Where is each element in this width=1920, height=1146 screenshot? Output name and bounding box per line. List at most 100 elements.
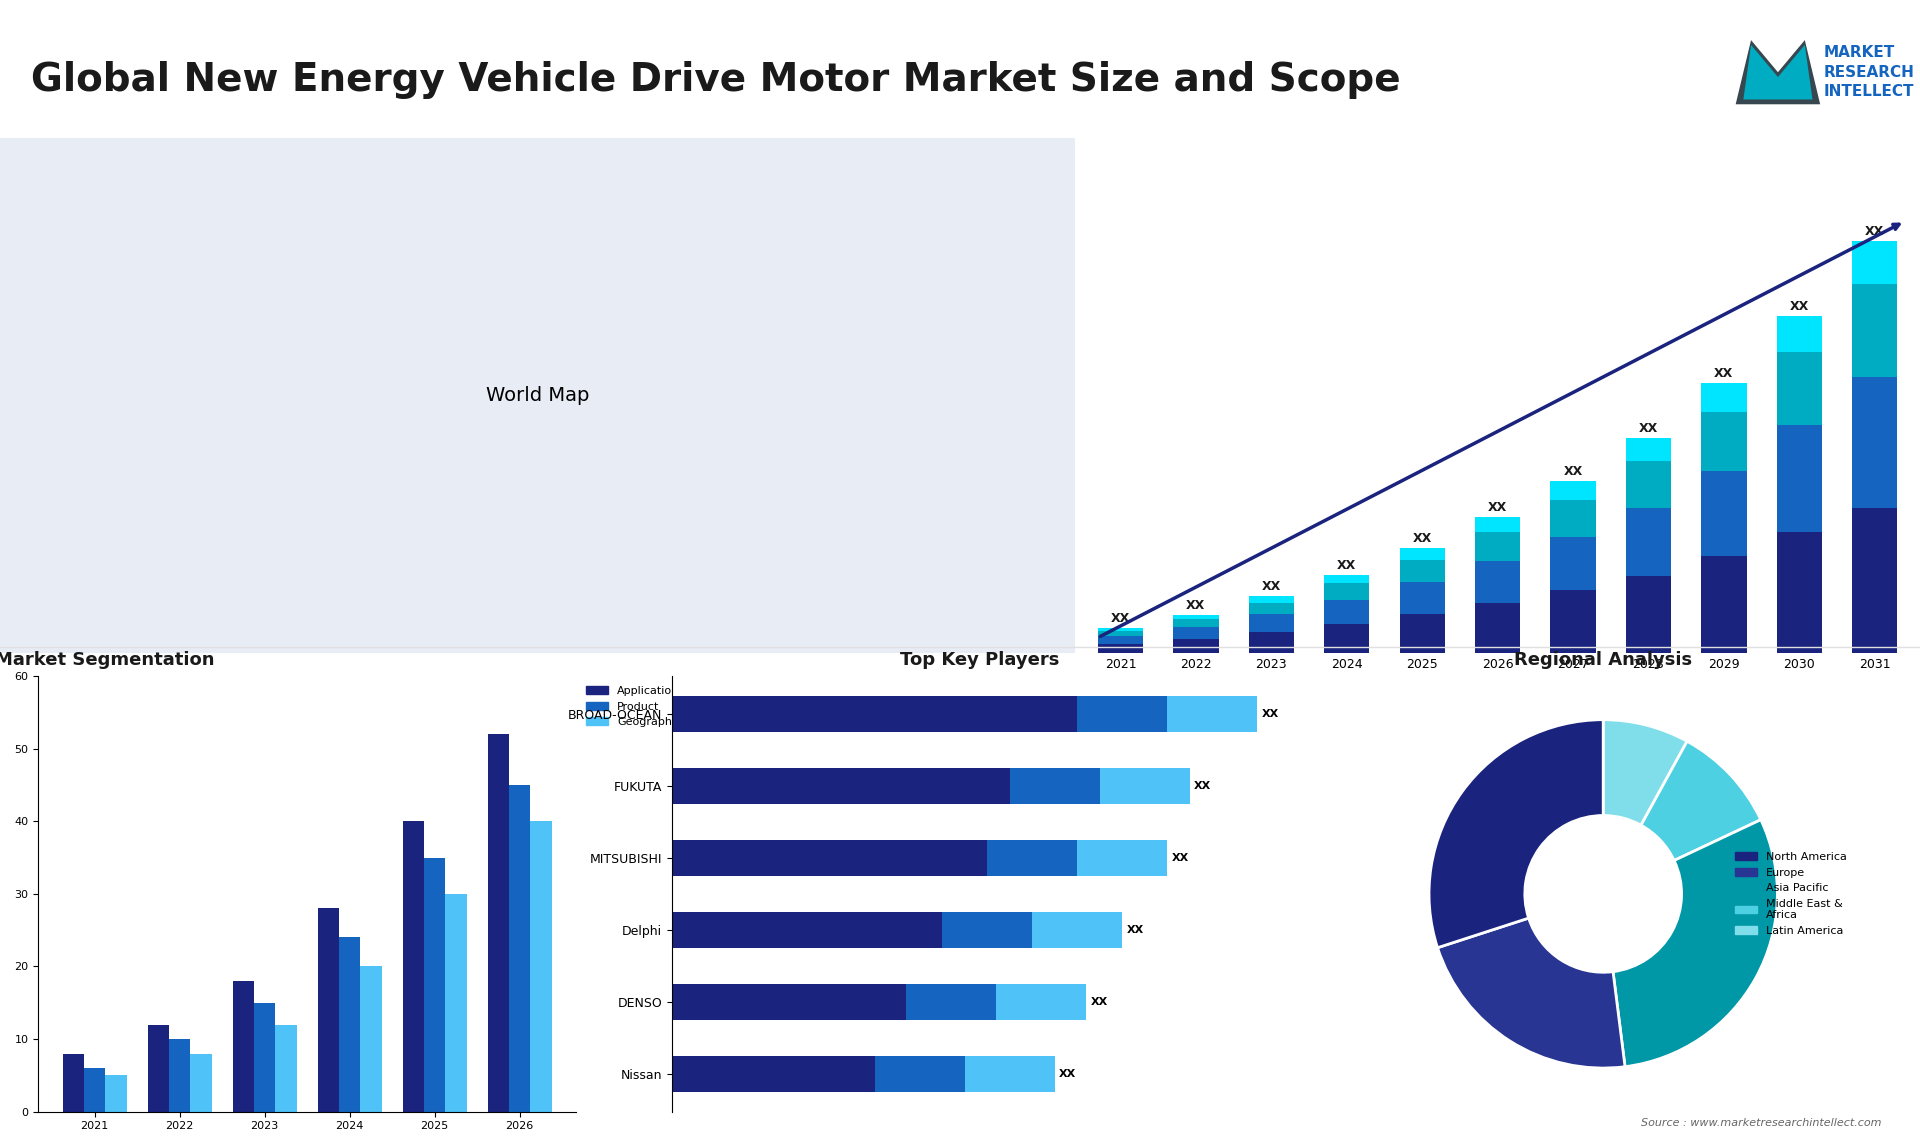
Text: XX: XX bbox=[1789, 300, 1809, 313]
Bar bbox=[445, 894, 467, 1112]
Bar bbox=[1325, 625, 1369, 653]
Bar bbox=[1776, 425, 1822, 532]
Wedge shape bbox=[1438, 918, 1624, 1068]
Text: MARKET
RESEARCH
INTELLECT: MARKET RESEARCH INTELLECT bbox=[1824, 45, 1914, 100]
FancyBboxPatch shape bbox=[0, 0, 1398, 808]
Bar bbox=[1248, 614, 1294, 631]
Bar bbox=[1626, 508, 1670, 575]
Bar bbox=[1400, 582, 1444, 614]
Bar bbox=[1033, 912, 1121, 948]
Text: XX: XX bbox=[1091, 997, 1108, 1007]
Bar bbox=[987, 840, 1077, 876]
Bar bbox=[1400, 549, 1444, 560]
Bar bbox=[1098, 628, 1142, 631]
Bar bbox=[1325, 599, 1369, 625]
Bar bbox=[1853, 508, 1897, 653]
Wedge shape bbox=[1642, 741, 1761, 861]
Bar bbox=[1010, 768, 1100, 803]
Bar bbox=[1325, 574, 1369, 583]
Bar bbox=[672, 1055, 874, 1092]
Bar bbox=[1853, 241, 1897, 284]
Bar bbox=[1776, 532, 1822, 653]
Bar bbox=[964, 1055, 1054, 1092]
Legend: North America, Europe, Asia Pacific, Middle East &
Africa, Latin America: North America, Europe, Asia Pacific, Mid… bbox=[1730, 848, 1851, 940]
Bar bbox=[1248, 631, 1294, 653]
Bar bbox=[1776, 352, 1822, 425]
Bar bbox=[1475, 532, 1521, 562]
Text: Source : www.marketresearchintellect.com: Source : www.marketresearchintellect.com bbox=[1642, 1118, 1882, 1128]
Bar bbox=[1626, 575, 1670, 653]
Wedge shape bbox=[1613, 819, 1778, 1067]
Bar bbox=[1475, 562, 1521, 603]
Polygon shape bbox=[1743, 45, 1812, 100]
Bar bbox=[1248, 596, 1294, 603]
Text: XX: XX bbox=[1715, 368, 1734, 380]
Bar bbox=[488, 735, 509, 1112]
Text: XX: XX bbox=[1187, 599, 1206, 612]
Bar bbox=[943, 912, 1033, 948]
Bar bbox=[1551, 481, 1596, 500]
Bar bbox=[1077, 840, 1167, 876]
Text: XX: XX bbox=[1864, 225, 1884, 237]
Bar bbox=[1701, 413, 1747, 471]
Title: Top Key Players: Top Key Players bbox=[899, 651, 1060, 669]
Bar bbox=[361, 966, 382, 1112]
Bar bbox=[1173, 638, 1219, 653]
Bar bbox=[1173, 619, 1219, 627]
Text: XX: XX bbox=[1563, 465, 1582, 478]
Text: XX: XX bbox=[1171, 853, 1188, 863]
Bar bbox=[1098, 631, 1142, 636]
Bar bbox=[340, 937, 361, 1112]
Polygon shape bbox=[1736, 40, 1820, 104]
Text: XX: XX bbox=[1640, 422, 1659, 434]
Bar bbox=[672, 696, 1077, 732]
Legend: Application, Product, Geography: Application, Product, Geography bbox=[582, 682, 684, 731]
Text: XX: XX bbox=[1127, 925, 1144, 935]
Bar bbox=[148, 1025, 169, 1112]
Bar bbox=[1098, 636, 1142, 644]
Bar bbox=[1248, 603, 1294, 614]
Bar bbox=[1325, 583, 1369, 599]
Bar bbox=[1475, 517, 1521, 532]
Bar bbox=[672, 984, 906, 1020]
Bar bbox=[1167, 696, 1258, 732]
Bar bbox=[509, 785, 530, 1112]
Wedge shape bbox=[1603, 720, 1688, 825]
Bar bbox=[190, 1053, 211, 1112]
Bar bbox=[319, 909, 340, 1112]
Bar bbox=[84, 1068, 106, 1112]
Text: XX: XX bbox=[1413, 533, 1432, 545]
Bar bbox=[874, 1055, 964, 1092]
Text: XX: XX bbox=[1060, 1069, 1077, 1078]
Bar bbox=[1701, 384, 1747, 413]
Title: Regional Analysis: Regional Analysis bbox=[1515, 651, 1692, 669]
Bar bbox=[1701, 471, 1747, 556]
Bar bbox=[1475, 603, 1521, 653]
Bar bbox=[1853, 377, 1897, 508]
Text: XX: XX bbox=[1112, 612, 1131, 625]
Bar bbox=[275, 1025, 296, 1112]
Text: Global New Energy Vehicle Drive Motor Market Size and Scope: Global New Energy Vehicle Drive Motor Ma… bbox=[31, 61, 1400, 100]
Bar bbox=[1173, 615, 1219, 619]
Bar bbox=[1173, 627, 1219, 638]
Bar bbox=[1400, 614, 1444, 653]
Bar bbox=[996, 984, 1087, 1020]
Bar bbox=[424, 857, 445, 1112]
Bar bbox=[1551, 590, 1596, 653]
Bar bbox=[530, 822, 551, 1112]
Bar bbox=[906, 984, 996, 1020]
Bar bbox=[232, 981, 253, 1112]
Bar bbox=[672, 840, 987, 876]
Bar bbox=[1551, 500, 1596, 536]
Bar bbox=[672, 768, 1010, 803]
Bar bbox=[1776, 316, 1822, 352]
Bar bbox=[1626, 461, 1670, 508]
Text: XX: XX bbox=[1261, 580, 1281, 594]
Bar bbox=[1626, 438, 1670, 461]
Text: XX: XX bbox=[1261, 709, 1279, 719]
Text: World Map: World Map bbox=[486, 386, 589, 405]
Bar bbox=[1853, 284, 1897, 377]
Bar bbox=[63, 1053, 84, 1112]
Bar bbox=[1701, 556, 1747, 653]
Bar bbox=[253, 1003, 275, 1112]
